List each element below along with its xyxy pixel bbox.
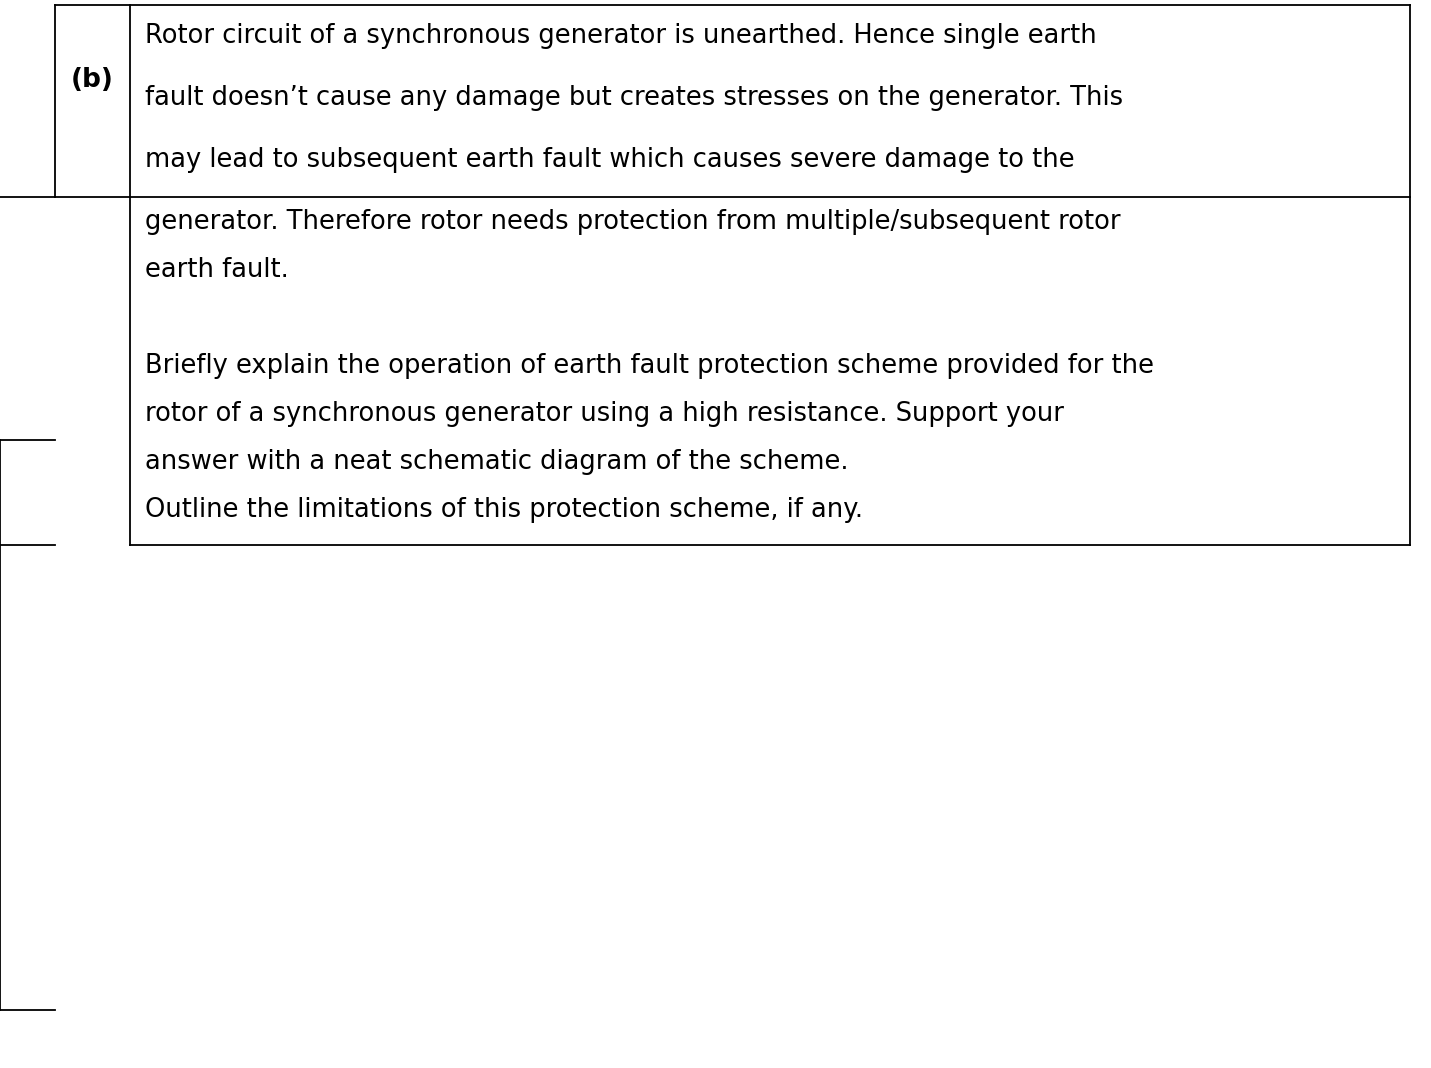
Text: rotor of a synchronous generator using a high resistance. Support your: rotor of a synchronous generator using a… [145, 400, 1065, 427]
Text: earth fault.: earth fault. [145, 257, 289, 283]
Text: fault doesn’t cause any damage but creates stresses on the generator. This: fault doesn’t cause any damage but creat… [145, 85, 1123, 111]
Text: (b): (b) [72, 66, 114, 93]
Text: Rotor circuit of a synchronous generator is unearthed. Hence single earth: Rotor circuit of a synchronous generator… [145, 23, 1096, 49]
Text: answer with a neat schematic diagram of the scheme.: answer with a neat schematic diagram of … [145, 449, 849, 475]
Text: Briefly explain the operation of earth fault protection scheme provided for the: Briefly explain the operation of earth f… [145, 354, 1153, 379]
Text: generator. Therefore rotor needs protection from multiple/subsequent rotor: generator. Therefore rotor needs protect… [145, 209, 1120, 235]
Text: Outline the limitations of this protection scheme, if any.: Outline the limitations of this protecti… [145, 497, 863, 523]
Text: may lead to subsequent earth fault which causes severe damage to the: may lead to subsequent earth fault which… [145, 147, 1075, 173]
